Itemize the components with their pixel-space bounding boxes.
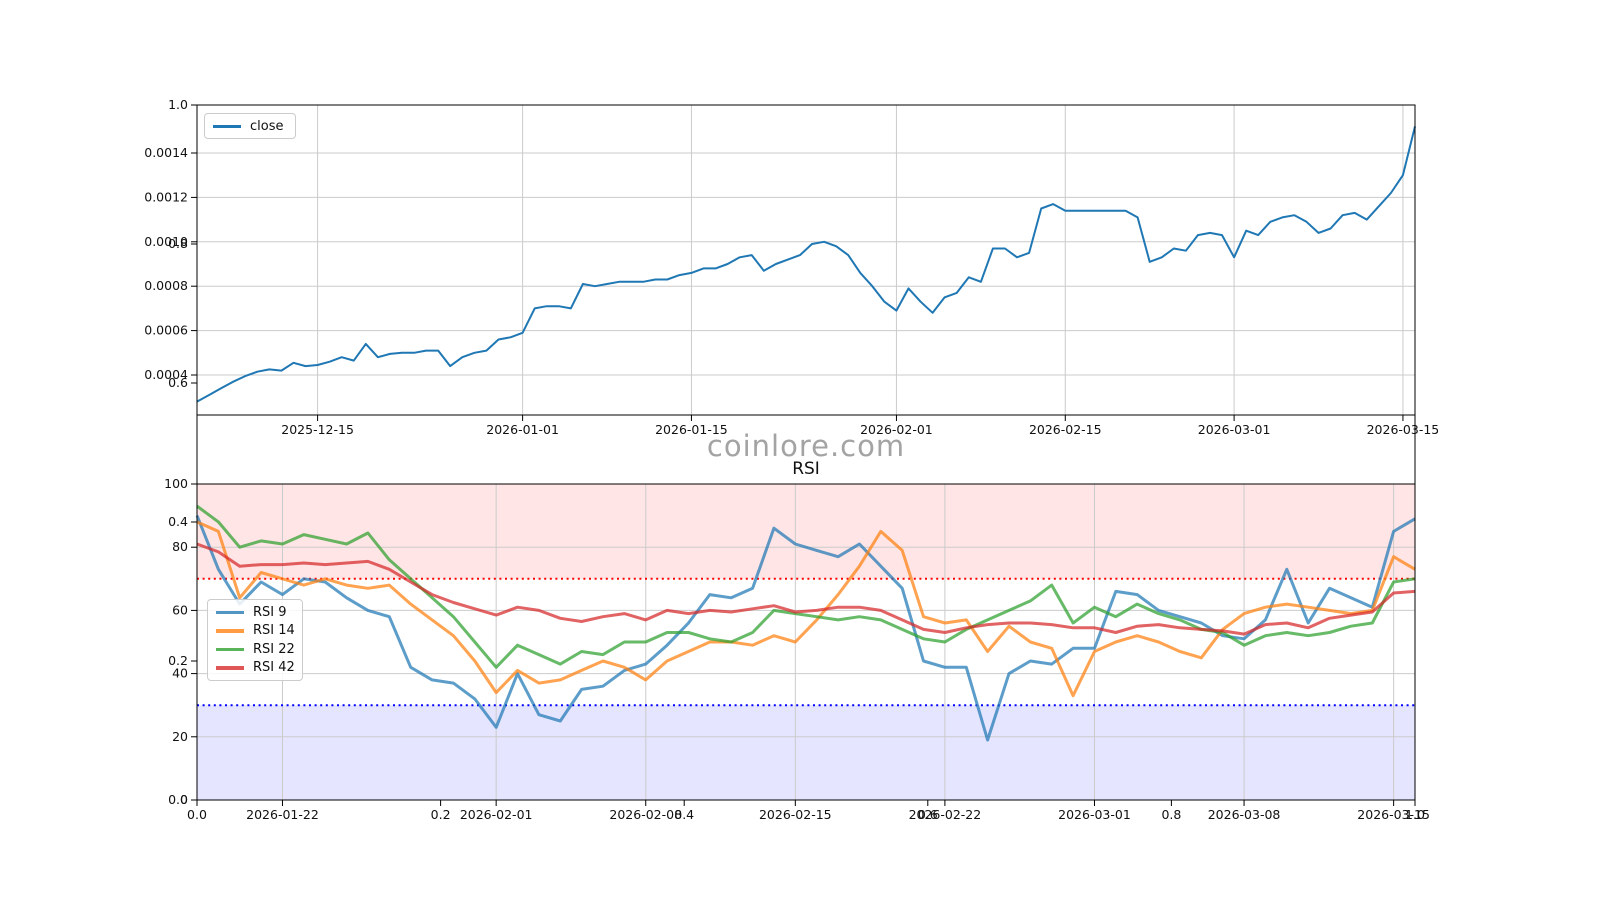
price-y-tick-label: 0.0006: [144, 323, 188, 338]
close-line: [196, 126, 1416, 403]
rsi-x-tick-label: 2026-02-15: [759, 807, 832, 822]
price-y-tick-label: 0.0004: [144, 367, 188, 382]
overlay-y-tick-label: 0.8: [168, 236, 188, 251]
oversold-band: [197, 705, 1415, 800]
overlay-y-tick-label: 0.0: [168, 792, 188, 807]
price-x-tick-label: 2026-02-01: [860, 422, 933, 437]
overlay-x-tick-label: 0.4: [674, 807, 694, 822]
price-x-tick-label: 2026-03-01: [1198, 422, 1271, 437]
rsi42-line-sample-icon: [216, 666, 244, 670]
price-x-tick-label: 2025-12-15: [281, 422, 354, 437]
rsi42-legend-label: RSI 42: [253, 660, 295, 676]
rsi-y-tick-label: 80: [172, 539, 188, 554]
legend-row-rsi22: RSI 22: [208, 640, 302, 659]
price-x-tick-label: 2026-03-15: [1367, 422, 1440, 437]
overlay-y-tick-label: 0.6: [168, 375, 188, 390]
legend-row-rsi14: RSI 14: [208, 622, 302, 641]
overlay-x-tick-label: 0.2: [431, 807, 451, 822]
price-grid: [197, 105, 1415, 415]
rsi22-line-sample-icon: [216, 647, 244, 651]
rsi-y-tick-label: 60: [172, 602, 188, 617]
rsi9-legend-label: RSI 9: [253, 604, 287, 620]
overlay-x-tick-label: 0.0: [187, 807, 207, 822]
rsi-panel: 100 80 60 40 20 0 2026-01-22 2026-02-01 2026-02-…: [164, 476, 1430, 822]
overlay-y-tick-label: 0.2: [168, 653, 188, 668]
overlay-axis: 1.0 0.8 0.6 0.4 0.2 0.00.0 0.2 0.4 0.6 0.8 1.0: [168, 97, 1425, 822]
rsi-x-tick-label: 2026-01-22: [246, 807, 319, 822]
rsi-panel-title: RSI: [792, 459, 820, 479]
rsi-y-tick-label: 20: [172, 729, 188, 744]
rsi9-line-sample-icon: [216, 610, 244, 614]
overlay-x-tick-label: 0.8: [1161, 807, 1181, 822]
overlay-y-tick-label: 1.0: [168, 97, 188, 112]
rsi-legend: RSI 9 RSI 14 RSI 22 RSI 42: [207, 599, 303, 681]
rsi14-legend-label: RSI 14: [253, 623, 295, 639]
rsi-x-tick-label: 2026-02-22: [909, 807, 982, 822]
price-panel-bg: [197, 105, 1415, 415]
overlay-axis-frame: [196, 104, 1416, 801]
overbought-band: [197, 484, 1415, 579]
price-y-tick-label: 0.0010: [144, 234, 188, 249]
price-x-tick-label: 2026-01-01: [486, 422, 559, 437]
rsi-y-tick-label: 100: [164, 476, 188, 491]
watermark: coinlore.com: [706, 429, 906, 463]
overlay-x-tick-label: 1.0: [1405, 807, 1425, 822]
rsi-x-tick-label: 2026-03-15: [1357, 807, 1430, 822]
legend-row-rsi42: RSI 42: [208, 659, 302, 678]
overlay-x-tick-label: 0.6: [918, 807, 938, 822]
price-panel: 0.0014 0.0012 0.0010 0.0008 0.0006 0.0004 2025…: [144, 104, 1440, 437]
rsi22-legend-label: RSI 22: [253, 641, 295, 657]
overlay-y-tick-label: 0.4: [168, 514, 188, 529]
price-y-tick-label: 0.0012: [144, 189, 188, 204]
rsi-grid: [197, 483, 1415, 801]
price-legend-label: close: [250, 118, 284, 134]
rsi-x-tick-label: 2026-02-01: [460, 807, 533, 822]
price-legend: close: [204, 113, 296, 139]
price-x-tick-label: 2026-02-15: [1029, 422, 1102, 437]
legend-row-rsi9: RSI 9: [208, 603, 302, 622]
rsi-x-tick-label: 2026-02-08: [609, 807, 682, 822]
close-line-sample-icon: [213, 124, 241, 128]
rsi-x-tick-label: 2026-03-01: [1058, 807, 1131, 822]
rsi-x-tick-label: 2026-03-08: [1208, 807, 1281, 822]
rsi-line-rsi14: [196, 520, 1416, 698]
price-y-tick-label: 0.0014: [144, 145, 188, 160]
rsi-y-tick-label: 40: [172, 666, 188, 681]
rsi-line-rsi42: [196, 542, 1416, 636]
price-x-tick-label: 2026-01-15: [655, 422, 728, 437]
price-y-tick-label: 0.0008: [144, 278, 188, 293]
rsi-y-tick-label: 0: [180, 792, 188, 807]
rsi14-line-sample-icon: [216, 629, 244, 633]
